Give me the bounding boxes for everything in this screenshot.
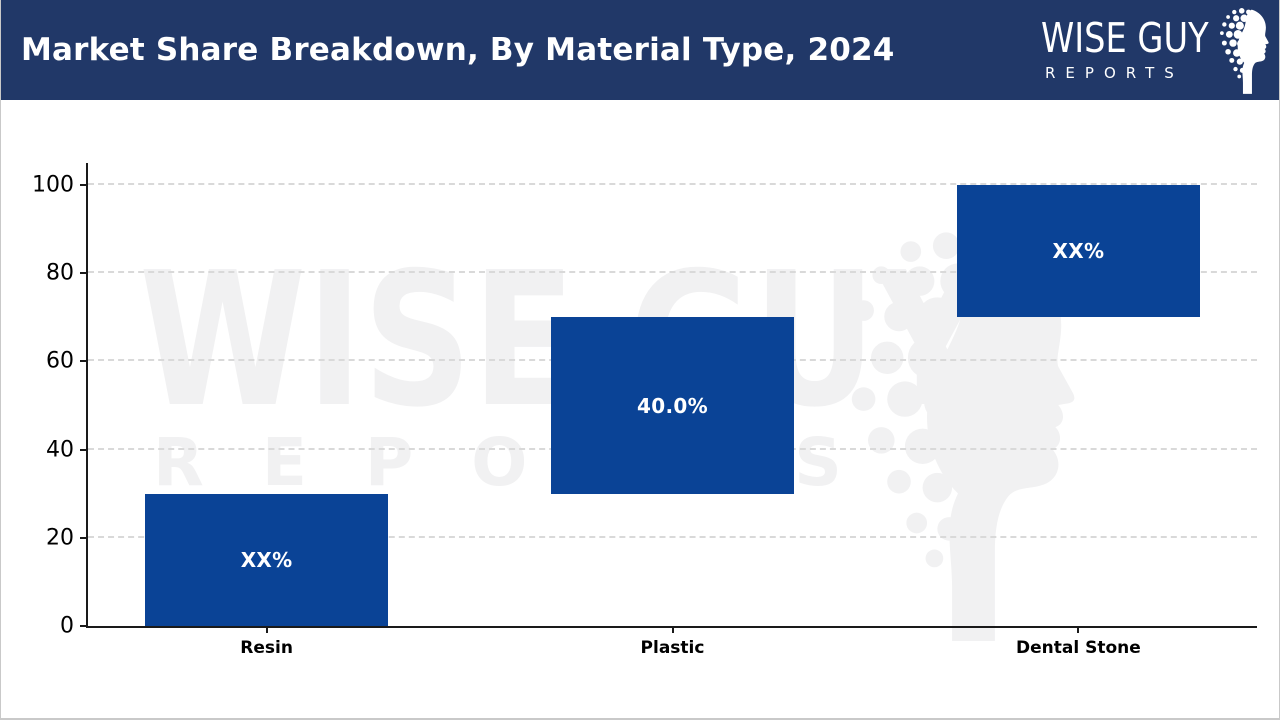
- bar-value-label: XX%: [240, 547, 293, 572]
- gridline-y80: [88, 271, 1257, 274]
- y-tick-label-80: 80: [46, 260, 74, 286]
- logo-face-icon: [1220, 7, 1269, 94]
- y-tick-label-40: 40: [46, 437, 74, 463]
- y-tick-mark-40: [80, 448, 88, 451]
- bar-resin: XX%: [144, 493, 389, 626]
- x-tick-mark-1: [671, 626, 674, 633]
- y-tick-mark-20: [80, 536, 88, 539]
- y-tick-label-20: 20: [46, 525, 74, 551]
- plot-area: 0 20 40 60 80 100 XX% Resin 40.0% Plastic XX% Denta…: [32, 163, 1257, 658]
- x-tick-mark-0: [265, 626, 268, 633]
- y-tick-label-100: 100: [32, 172, 74, 198]
- x-tick-label-2: Dental Stone: [1016, 638, 1141, 658]
- wise-guy-logo: WISE GUY REPORTS: [1041, 0, 1279, 100]
- header-bar: Market Share Breakdown, By Material Type…: [1, 0, 1279, 100]
- logo-text: WISE GUY REPORTS: [1041, 14, 1213, 83]
- y-tick-mark-60: [80, 360, 88, 363]
- bar-value-label: 40.0%: [637, 393, 708, 418]
- y-tick-label-60: 60: [46, 348, 74, 374]
- x-tick-label-0: Resin: [240, 638, 293, 658]
- y-tick-mark-100: [80, 184, 88, 187]
- bar-dental-stone: XX%: [956, 185, 1201, 318]
- page-title: Market Share Breakdown, By Material Type…: [21, 32, 895, 68]
- gridline-y100: [88, 183, 1257, 186]
- logo-name: WISE GUY: [1041, 14, 1209, 62]
- bar-plastic: 40.0%: [550, 317, 795, 494]
- logo-tagline: REPORTS: [1045, 64, 1184, 82]
- gridline-y20: [88, 535, 1257, 538]
- x-tick-mark-2: [1077, 626, 1080, 633]
- x-tick-label-1: Plastic: [640, 638, 705, 658]
- y-tick-label-0: 0: [60, 613, 74, 639]
- bar-value-label: XX%: [1052, 239, 1105, 264]
- y-tick-mark-0: [80, 625, 88, 627]
- y-tick-mark-80: [80, 272, 88, 275]
